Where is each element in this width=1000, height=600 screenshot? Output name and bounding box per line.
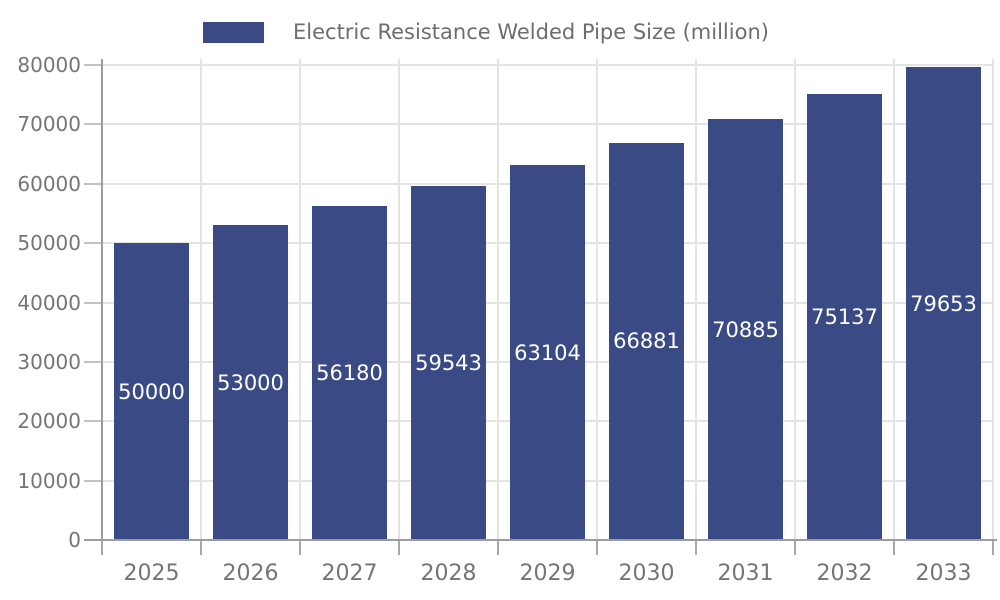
- gridline-vertical: [992, 59, 994, 540]
- y-axis-tick: [84, 420, 102, 423]
- x-tick-label: 2033: [915, 561, 972, 586]
- x-axis-tick: [200, 540, 202, 555]
- bar-value-label: 59543: [415, 351, 482, 376]
- y-tick-label: 0: [68, 528, 81, 552]
- bar-value-label: 63104: [514, 340, 581, 365]
- x-tick-label: 2026: [222, 561, 279, 586]
- x-tick-label: 2027: [321, 561, 378, 586]
- x-axis-tick: [101, 540, 103, 555]
- x-axis-tick: [497, 540, 499, 555]
- x-tick-label: 2030: [618, 561, 675, 586]
- bar: [312, 206, 387, 540]
- y-axis-tick: [84, 242, 102, 245]
- gridline-vertical: [299, 59, 301, 540]
- x-tick-label: 2029: [519, 561, 576, 586]
- x-axis-tick: [695, 540, 697, 555]
- y-tick-label: 20000: [17, 409, 81, 434]
- y-tick-label: 40000: [17, 290, 81, 315]
- legend-swatch: [203, 21, 264, 43]
- bar-value-label: 75137: [811, 304, 878, 329]
- gridline-vertical: [497, 59, 499, 540]
- bar: [411, 186, 486, 540]
- bar-value-label: 50000: [118, 379, 185, 404]
- gridline-vertical: [200, 59, 202, 540]
- y-axis-tick: [84, 479, 102, 482]
- gridline-vertical: [695, 59, 697, 540]
- x-axis-tick: [893, 540, 895, 555]
- gridline-vertical: [794, 59, 796, 540]
- bar: [114, 243, 189, 540]
- x-axis-line: [84, 539, 997, 541]
- y-tick-label: 80000: [17, 53, 81, 77]
- gridline-vertical: [596, 59, 598, 540]
- y-axis-line: [101, 59, 103, 540]
- y-axis-tick: [84, 182, 102, 185]
- bar: [510, 165, 585, 540]
- bar-value-label: 56180: [316, 361, 383, 386]
- bar: [906, 67, 981, 540]
- y-tick-label: 70000: [17, 112, 81, 137]
- y-tick-label: 60000: [17, 171, 81, 196]
- y-axis-tick: [84, 360, 102, 363]
- y-axis-tick: [84, 64, 102, 66]
- bar-value-label: 66881: [613, 329, 680, 354]
- y-axis-tick: [84, 123, 102, 126]
- gridline-horizontal: [102, 123, 993, 126]
- bar: [807, 93, 882, 540]
- gridline-vertical: [398, 59, 400, 540]
- gridline-vertical: [893, 59, 895, 540]
- x-tick-label: 2031: [717, 561, 774, 586]
- y-tick-label: 50000: [17, 231, 81, 256]
- gridline-horizontal: [102, 64, 993, 66]
- y-axis-tick: [84, 301, 102, 304]
- bar-value-label: 79653: [910, 291, 977, 316]
- legend-label: Electric Resistance Welded Pipe Size (mi…: [293, 20, 769, 44]
- x-tick-label: 2028: [420, 561, 477, 586]
- x-axis-tick: [398, 540, 400, 555]
- y-tick-label: 10000: [17, 468, 81, 493]
- x-axis-tick: [794, 540, 796, 555]
- x-tick-label: 2025: [123, 561, 180, 586]
- x-axis-tick: [596, 540, 598, 555]
- bar-value-label: 70885: [712, 317, 779, 342]
- bar-value-label: 53000: [217, 370, 284, 395]
- bar: [609, 142, 684, 540]
- bar: [213, 225, 288, 540]
- legend: Electric Resistance Welded Pipe Size (mi…: [203, 20, 769, 44]
- x-axis-tick: [299, 540, 301, 555]
- x-tick-label: 2032: [816, 561, 873, 586]
- x-axis-tick: [992, 540, 994, 555]
- bar: [708, 119, 783, 540]
- y-tick-label: 30000: [17, 349, 81, 374]
